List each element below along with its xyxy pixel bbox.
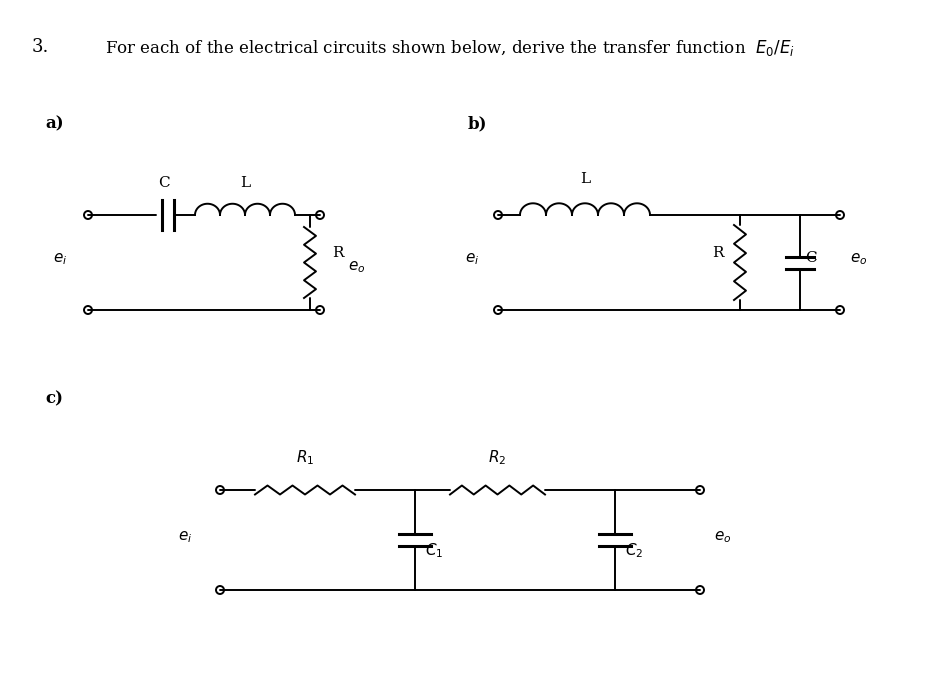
Text: C: C xyxy=(804,251,816,265)
Text: $e_i$: $e_i$ xyxy=(53,251,67,267)
Text: b): b) xyxy=(467,115,487,132)
Text: a): a) xyxy=(45,115,63,132)
Text: L: L xyxy=(240,176,250,190)
Text: $e_i$: $e_i$ xyxy=(464,251,479,267)
Text: $e_o$: $e_o$ xyxy=(347,259,365,275)
Text: $e_i$: $e_i$ xyxy=(177,529,192,544)
Text: R: R xyxy=(711,246,723,260)
Text: $e_o$: $e_o$ xyxy=(849,251,867,267)
Text: $C_2$: $C_2$ xyxy=(624,541,643,560)
Text: C: C xyxy=(158,176,170,190)
Text: For each of the electrical circuits shown below, derive the transfer function  $: For each of the electrical circuits show… xyxy=(105,38,794,58)
Text: $R_1$: $R_1$ xyxy=(295,448,313,467)
Text: c): c) xyxy=(45,390,63,407)
Text: $R_2$: $R_2$ xyxy=(487,448,506,467)
Text: 3.: 3. xyxy=(32,38,49,56)
Text: $C_1$: $C_1$ xyxy=(425,541,443,560)
Text: L: L xyxy=(580,172,589,186)
Text: $e_o$: $e_o$ xyxy=(714,529,731,544)
Text: R: R xyxy=(331,246,343,260)
